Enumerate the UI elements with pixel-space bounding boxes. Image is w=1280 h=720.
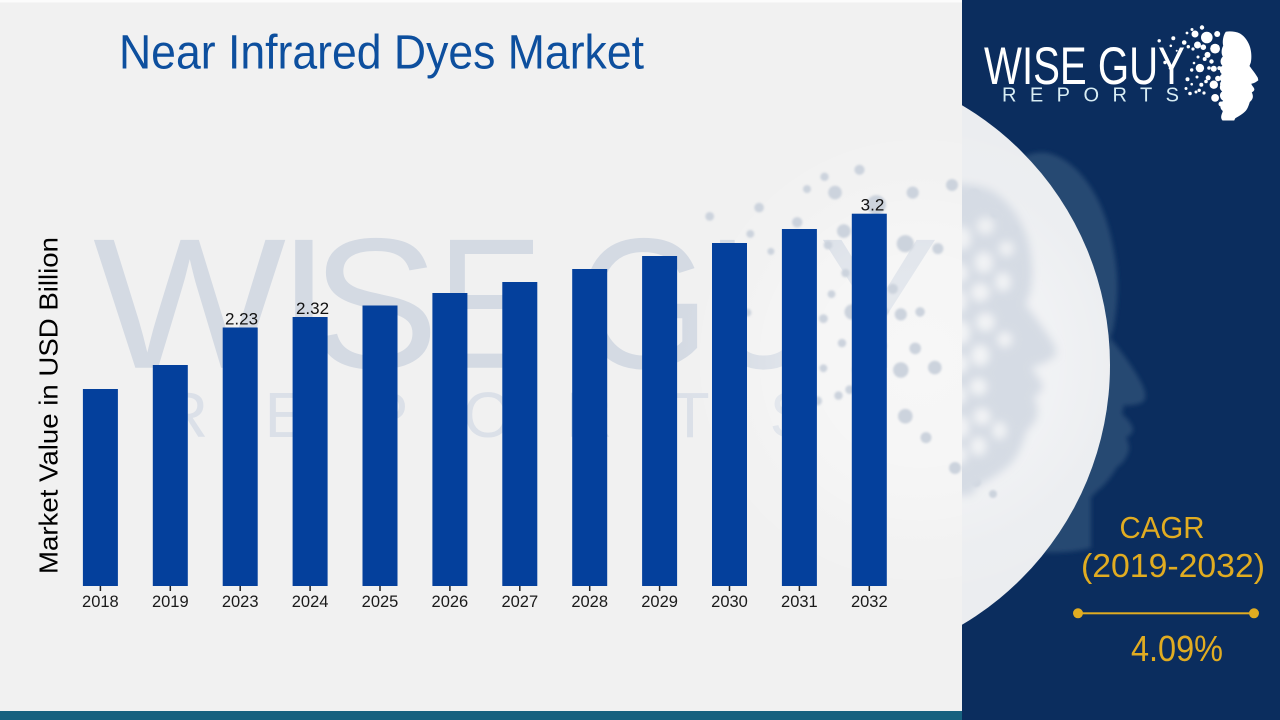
svg-text:3.2: 3.2 — [861, 196, 885, 215]
svg-text:2032: 2032 — [851, 593, 888, 611]
svg-text:2029: 2029 — [641, 593, 678, 611]
svg-text:2023: 2023 — [222, 593, 259, 611]
svg-text:2019: 2019 — [152, 593, 189, 611]
svg-text:Near Infrared Dyes Market: Near Infrared Dyes Market — [119, 27, 644, 80]
svg-text:WISE GUY: WISE GUY — [984, 37, 1185, 96]
svg-text:2018: 2018 — [82, 593, 119, 611]
svg-text:2024: 2024 — [292, 593, 329, 611]
svg-text:2025: 2025 — [362, 593, 399, 611]
svg-text:(2019-2032): (2019-2032) — [1081, 547, 1265, 584]
svg-text:2.32: 2.32 — [296, 299, 329, 318]
svg-text:Market Value in USD Billion: Market Value in USD Billion — [34, 237, 64, 574]
svg-text:4.09%: 4.09% — [1131, 628, 1223, 669]
svg-text:2030: 2030 — [711, 593, 748, 611]
svg-text:CAGR: CAGR — [1120, 510, 1205, 545]
svg-text:2028: 2028 — [571, 593, 608, 611]
svg-text:2026: 2026 — [432, 593, 469, 611]
svg-text:2031: 2031 — [781, 593, 818, 611]
svg-text:2027: 2027 — [501, 593, 538, 611]
svg-text:2.23: 2.23 — [225, 310, 258, 329]
